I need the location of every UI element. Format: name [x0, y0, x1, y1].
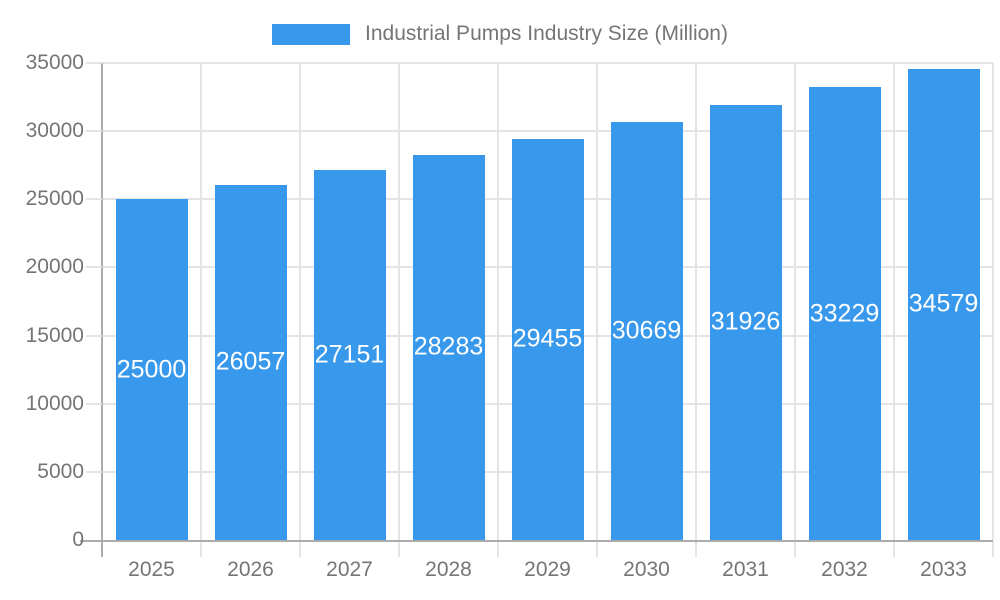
bar: 31926 [709, 104, 782, 540]
h-gridline [102, 62, 993, 64]
x-tick-mark [794, 542, 796, 557]
y-tick-label: 35000 [25, 51, 84, 74]
x-tick-label: 2027 [326, 558, 373, 581]
v-gridline [200, 63, 202, 540]
x-tick-label: 2032 [821, 558, 868, 581]
bar: 29455 [511, 138, 584, 540]
bar-value-label: 30669 [611, 316, 682, 345]
x-tick-mark [200, 542, 202, 557]
v-gridline [992, 63, 994, 540]
x-tick-label: 2031 [722, 558, 769, 581]
bar: 34579 [907, 68, 980, 540]
y-tick-mark [86, 470, 102, 473]
bar-value-label: 25000 [116, 355, 187, 384]
legend-label: Industrial Pumps Industry Size (Million) [365, 22, 728, 45]
bar-value-label: 29455 [512, 324, 583, 353]
bar: 30669 [610, 122, 683, 540]
bar: 26057 [214, 184, 287, 540]
legend[interactable]: Industrial Pumps Industry Size (Million) [0, 21, 1000, 47]
x-tick-label: 2029 [524, 558, 571, 581]
x-tick-mark [893, 542, 895, 557]
y-tick-mark [86, 130, 102, 133]
bar: 25000 [115, 199, 188, 540]
y-tick-label: 5000 [37, 459, 84, 483]
x-tick-mark [299, 542, 301, 557]
x-tick-label: 2033 [920, 558, 967, 581]
v-gridline [596, 63, 598, 540]
v-gridline [695, 63, 697, 540]
x-tick-mark [992, 542, 994, 557]
bar-value-label: 26057 [215, 347, 286, 376]
y-tick-label: 10000 [25, 391, 84, 415]
x-tick-label: 2030 [623, 558, 670, 581]
y-tick-mark [86, 62, 102, 64]
x-tick-label: 2028 [425, 558, 472, 581]
y-tick-label: 15000 [25, 323, 84, 347]
bar-value-label: 27151 [314, 340, 385, 369]
y-tick-label: 30000 [25, 119, 84, 143]
y-tick-mark [86, 334, 102, 337]
x-tick-mark [497, 542, 499, 557]
bar: 28283 [412, 154, 485, 540]
x-tick-mark [596, 542, 598, 557]
y-tick-mark [86, 198, 102, 201]
x-tick-mark [398, 542, 400, 557]
y-tick-mark [86, 402, 102, 405]
y-tick-label: 20000 [25, 255, 84, 279]
x-tick-label: 2025 [128, 558, 175, 581]
v-gridline [299, 63, 301, 540]
bar-value-label: 31926 [710, 307, 781, 336]
x-axis-baseline [80, 540, 993, 542]
v-gridline [497, 63, 499, 540]
y-tick-label: 25000 [25, 187, 84, 211]
y-tick-label: 0 [72, 528, 84, 551]
bar-value-label: 34579 [908, 289, 979, 318]
plot-area: 25000 26057 27151 28283 29455 30669 31926 33229… [102, 62, 994, 540]
y-axis-line [101, 63, 103, 557]
legend-swatch-icon [272, 23, 351, 45]
v-gridline [398, 63, 400, 540]
x-tick-mark [695, 542, 697, 557]
h-gridline [102, 130, 993, 133]
bar: 33229 [808, 87, 881, 540]
bar-value-label: 33229 [809, 299, 880, 328]
bar: 27151 [313, 169, 386, 540]
v-gridline [893, 63, 895, 540]
bar-value-label: 28283 [413, 332, 484, 361]
y-tick-mark [86, 266, 102, 269]
x-tick-label: 2026 [227, 558, 274, 581]
v-gridline [794, 63, 796, 540]
